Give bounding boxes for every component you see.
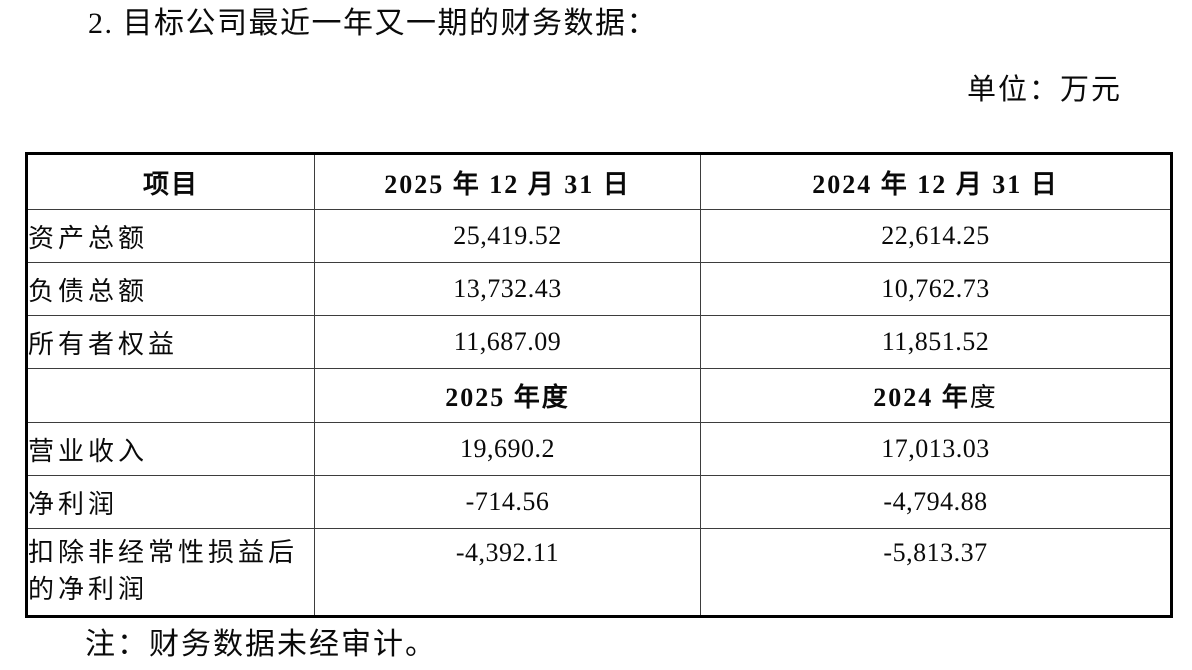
table-row: 扣除非经常性损益后的净利润 -4,392.11 -5,813.37: [26, 528, 1172, 617]
table-row: 净利润 -714.56 -4,794.88: [26, 475, 1172, 529]
row-label-total-assets: 资产总额: [26, 209, 315, 263]
period-blank-cell: [26, 368, 315, 423]
operating-revenue-2025: 19,690.2: [314, 422, 701, 476]
footnote: 注：财务数据未经审计。: [85, 628, 437, 661]
period-2024-regular-part: 度: [969, 383, 998, 412]
header-date-2024: 2024 年 12 月 31 日: [700, 153, 1172, 210]
row-label-total-liabilities: 负债总额: [26, 262, 315, 316]
net-profit-2025: -714.56: [314, 475, 701, 529]
header-item: 项目: [26, 153, 315, 210]
period-2024-label: 2024 年度: [700, 368, 1172, 423]
row-label-net-profit-excl-nonrecurring: 扣除非经常性损益后的净利润: [26, 528, 315, 617]
row-label-operating-revenue: 营业收入: [26, 422, 315, 476]
unit-label: 单位：万元: [966, 74, 1122, 106]
net-profit-excl-nonrecurring-2025: -4,392.11: [314, 528, 701, 617]
table-header-row: 项目 2025 年 12 月 31 日 2024 年 12 月 31 日: [26, 153, 1172, 210]
total-liabilities-2025: 13,732.43: [314, 262, 701, 316]
table-row: 所有者权益 11,687.09 11,851.52: [26, 315, 1172, 369]
table-row: 负债总额 13,732.43 10,762.73: [26, 262, 1172, 316]
total-assets-2025: 25,419.52: [314, 209, 701, 263]
period-2025-label: 2025 年度: [314, 368, 701, 423]
period-header-row: 2025 年度 2024 年度: [26, 368, 1172, 423]
period-2024-bold-part: 2024 年: [873, 383, 970, 412]
net-profit-excl-nonrecurring-2024: -5,813.37: [700, 528, 1172, 617]
table-row: 资产总额 25,419.52 22,614.25: [26, 209, 1172, 263]
operating-revenue-2024: 17,013.03: [700, 422, 1172, 476]
page-title: 2. 目标公司最近一年又一期的财务数据：: [88, 7, 658, 40]
row-label-owners-equity: 所有者权益: [26, 315, 315, 369]
owners-equity-2025: 11,687.09: [314, 315, 701, 369]
owners-equity-2024: 11,851.52: [700, 315, 1172, 369]
net-profit-2024: -4,794.88: [700, 475, 1172, 529]
row-label-net-profit: 净利润: [26, 475, 315, 529]
table-row: 营业收入 19,690.2 17,013.03: [26, 422, 1172, 476]
total-assets-2024: 22,614.25: [700, 209, 1172, 263]
financial-data-table: 项目 2025 年 12 月 31 日 2024 年 12 月 31 日 资产总…: [25, 152, 1173, 618]
header-date-2025: 2025 年 12 月 31 日: [314, 153, 701, 210]
total-liabilities-2024: 10,762.73: [700, 262, 1172, 316]
